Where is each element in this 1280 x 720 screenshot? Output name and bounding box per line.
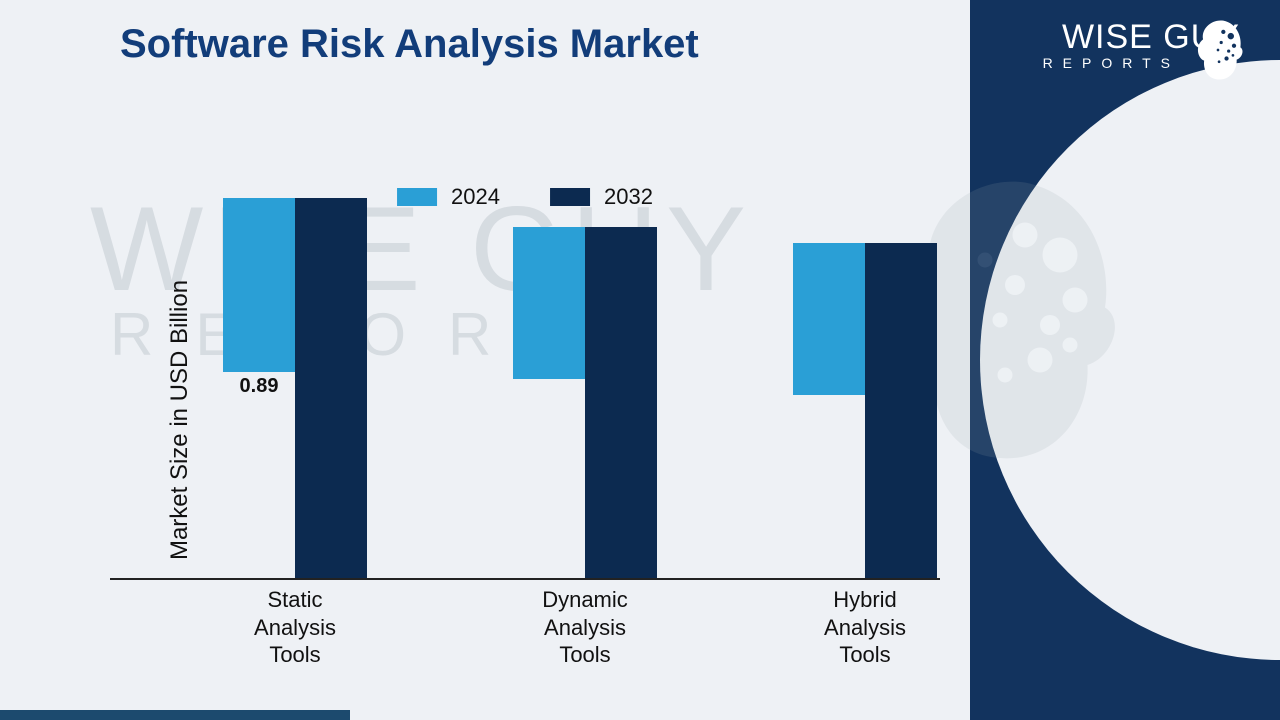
category-label: StaticAnalysisTools: [195, 586, 395, 669]
bar: [865, 243, 937, 578]
chart-area: Market Size in USD Billion 20242032 0.89…: [50, 160, 950, 680]
legend-label: 2024: [451, 184, 500, 210]
legend-label: 2032: [604, 184, 653, 210]
legend: 2024 2032: [397, 184, 653, 210]
legend-swatch: [550, 188, 590, 206]
right-accent-panel: [970, 0, 1280, 720]
bar-group: [210, 198, 380, 578]
plot-area: 20242032 0.89StaticAnalysisToolsDynamicA…: [110, 190, 940, 580]
chart-title: Software Risk Analysis Market: [120, 22, 699, 67]
bar-group: [500, 227, 670, 578]
canvas: WISE GUY REPORTS Software Risk Analysis …: [0, 0, 1280, 720]
bottom-accent-bar: [0, 710, 350, 720]
brand-logo: WISE GUY REPORTS: [980, 18, 1240, 71]
category-label: HybridAnalysisTools: [765, 586, 965, 669]
bar: [513, 227, 585, 379]
legend-item: 2024: [397, 184, 500, 210]
bar-group: [780, 243, 950, 578]
bar: [793, 243, 865, 395]
category-label: DynamicAnalysisTools: [485, 586, 685, 669]
bar: [295, 198, 367, 578]
bar: [223, 198, 295, 372]
brand-head-icon: [1190, 18, 1246, 82]
bar: [585, 227, 657, 578]
legend-item: 2032: [550, 184, 653, 210]
legend-swatch: [397, 188, 437, 206]
semicircle-cutout: [980, 60, 1280, 660]
